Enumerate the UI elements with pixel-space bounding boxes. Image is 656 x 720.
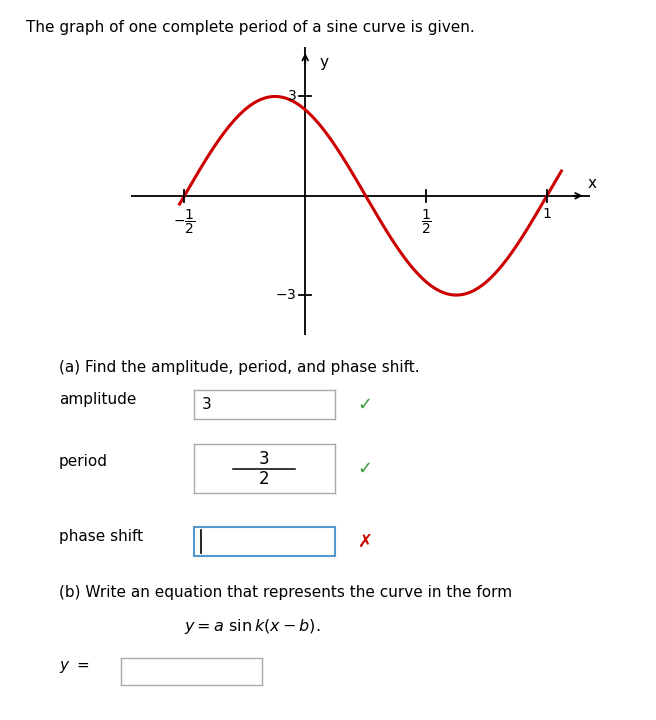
Text: $3$: $3$ [287,89,297,104]
Text: phase shift: phase shift [59,529,143,544]
Text: y: y [319,55,329,70]
Text: 3: 3 [202,397,212,412]
Text: $-\dfrac{1}{2}$: $-\dfrac{1}{2}$ [173,207,195,235]
Text: $-3$: $-3$ [276,288,297,302]
Text: 3: 3 [258,450,270,468]
Text: ✓: ✓ [358,396,373,413]
Text: $\dfrac{1}{2}$: $\dfrac{1}{2}$ [420,207,432,235]
Text: $1$: $1$ [542,207,552,221]
Text: (a) Find the amplitude, period, and phase shift.: (a) Find the amplitude, period, and phas… [59,360,420,375]
Text: amplitude: amplitude [59,392,136,408]
Text: 2: 2 [258,470,270,488]
Text: $y\ =$: $y\ =$ [59,659,89,675]
Text: The graph of one complete period of a sine curve is given.: The graph of one complete period of a si… [26,20,475,35]
Text: ✗: ✗ [358,533,373,550]
Text: $y = a\ \sin k(x - b).$: $y = a\ \sin k(x - b).$ [184,617,320,636]
Text: ✓: ✓ [358,460,373,478]
Text: period: period [59,454,108,469]
Text: (b) Write an equation that represents the curve in the form: (b) Write an equation that represents th… [59,585,512,600]
Text: x: x [588,176,597,191]
